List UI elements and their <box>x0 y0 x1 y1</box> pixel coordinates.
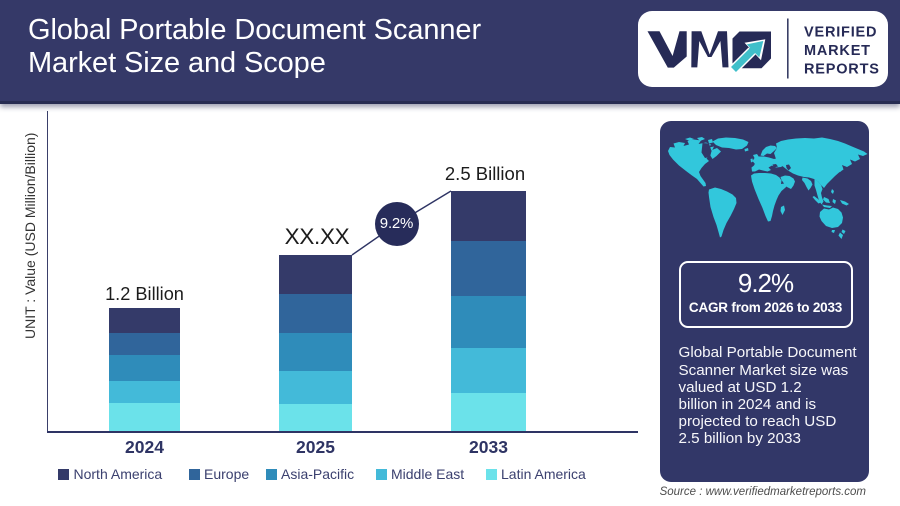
svg-text:REPORTS: REPORTS <box>804 62 880 78</box>
svg-text:MARKET: MARKET <box>804 43 871 59</box>
svg-text:VERIFIED: VERIFIED <box>804 25 877 41</box>
